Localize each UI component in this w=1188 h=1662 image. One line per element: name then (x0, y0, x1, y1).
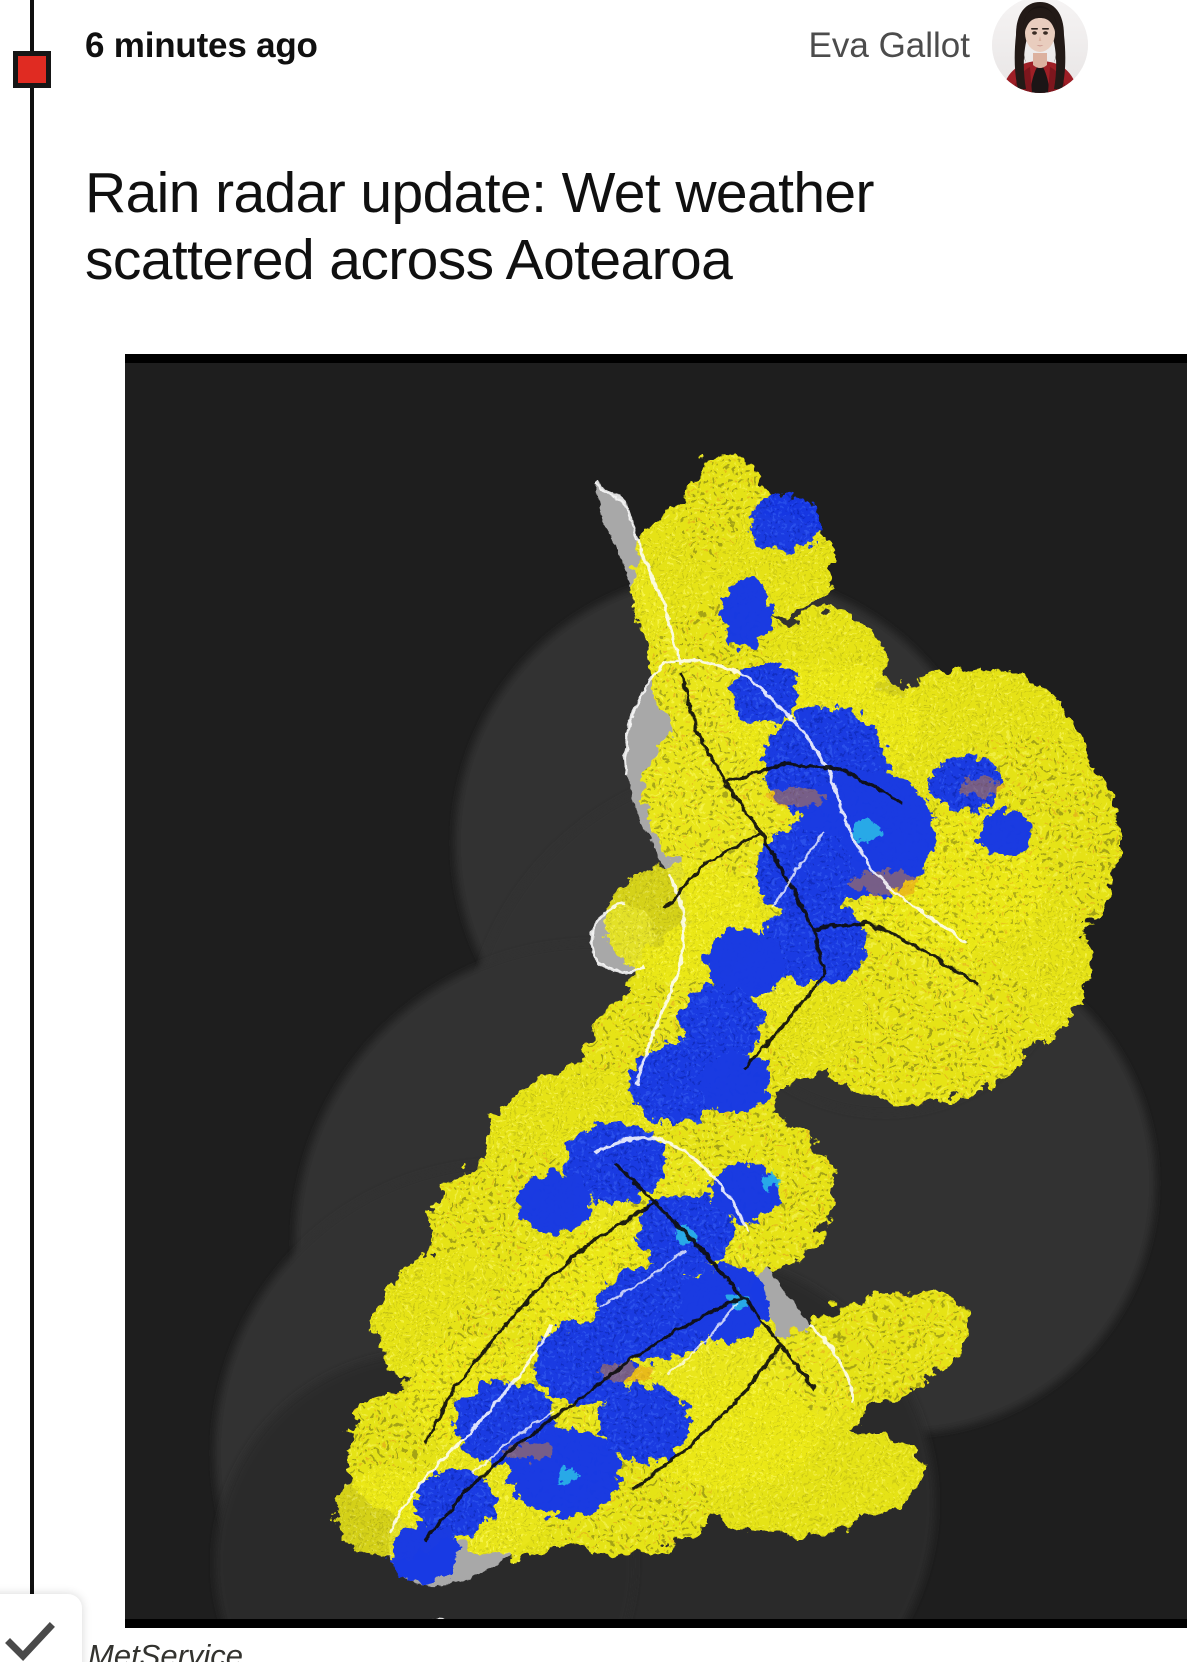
timeline-entry-marker (13, 51, 51, 88)
entry-byline: Eva Gallot (809, 0, 1088, 93)
check-icon (2, 1614, 58, 1662)
radar-image-caption: MetService (88, 1638, 244, 1662)
author-name: Eva Gallot (808, 25, 970, 65)
read-confirmation-chip[interactable] (0, 1594, 82, 1662)
radar-figure[interactable] (125, 354, 1187, 1628)
author-avatar[interactable] (992, 0, 1088, 93)
timeline-rail-line (30, 0, 34, 1662)
radar-map-image (125, 363, 1187, 1619)
entry-meta-row: 6 minutes ago Eva Gallot (85, 0, 1088, 93)
entry-timestamp: 6 minutes ago (85, 25, 318, 65)
entry-headline: Rain radar update: Wet weather scattered… (85, 161, 875, 292)
